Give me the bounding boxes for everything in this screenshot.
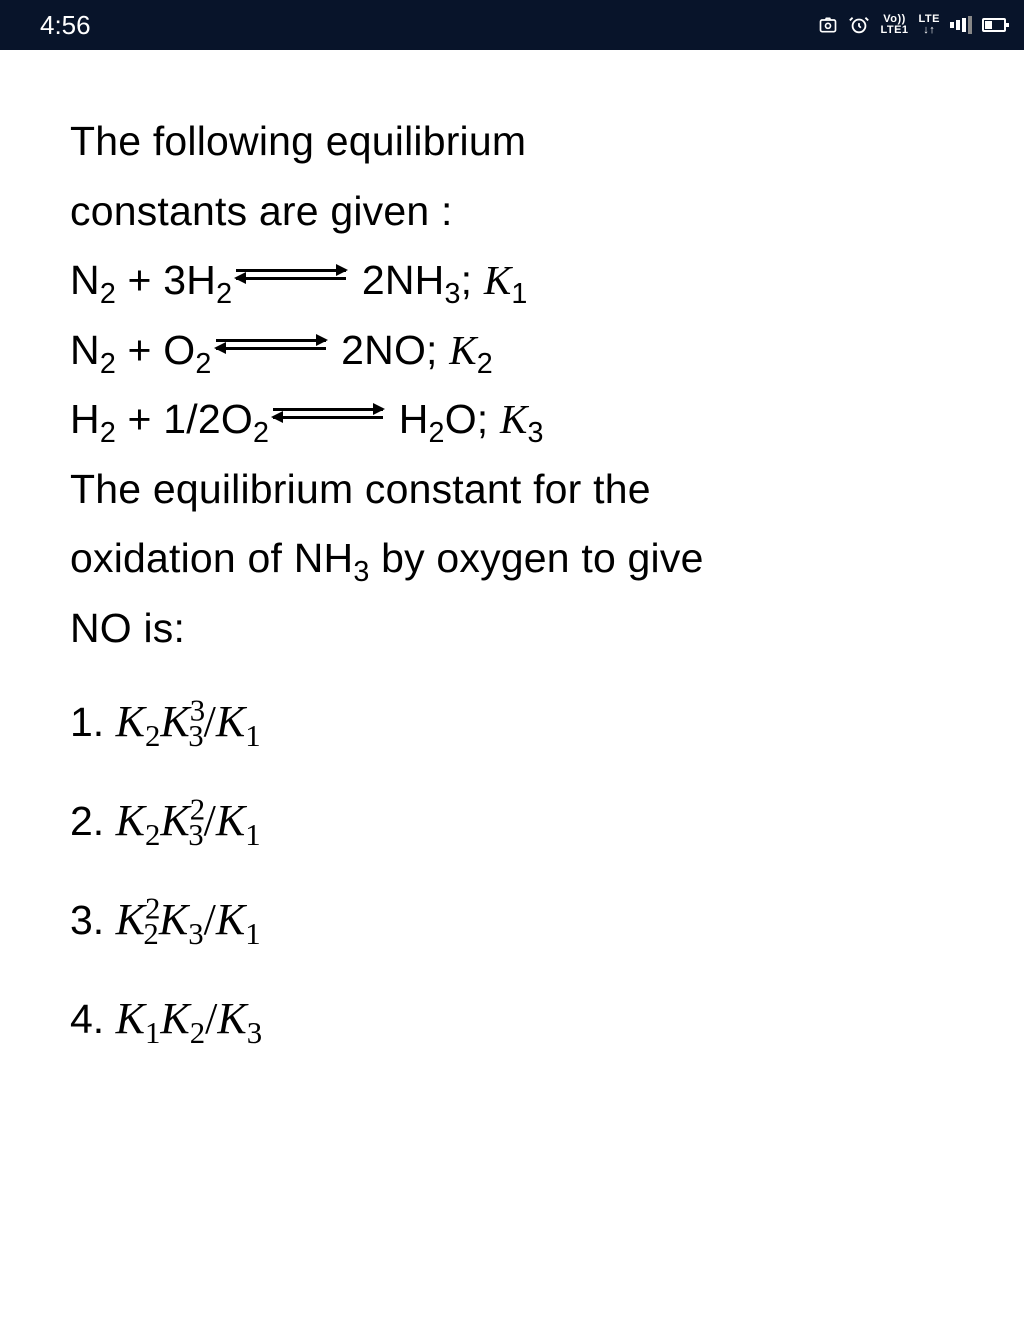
opt2-k3s: 3	[188, 818, 203, 852]
screenshot-icon	[818, 15, 838, 35]
eq2-o-sub: 2	[195, 348, 211, 380]
opt4-k1: K	[116, 994, 145, 1043]
opt2-k1: K	[216, 796, 245, 845]
equilibrium-arrow-icon	[236, 263, 346, 300]
alarm-icon	[848, 14, 870, 36]
ask-l2-sub: 3	[353, 556, 369, 588]
eq1-n: N	[70, 257, 100, 303]
equation-2: N2 + O2 2NO; K2	[70, 319, 964, 383]
intro-line-2: constants are given :	[70, 180, 964, 244]
opt4-slash: /	[205, 994, 217, 1043]
options-block: 1. K2K33/K1 2. K2K23/K1 3. K22K3/K1 4. K…	[70, 696, 964, 1044]
eq3-h: H	[70, 396, 100, 442]
eq1-h: + 3H	[116, 257, 216, 303]
eq1-k: K	[484, 257, 512, 303]
eq3-o-sub: 2	[253, 417, 269, 449]
opt2-slash: /	[204, 796, 216, 845]
option-3[interactable]: 3. K22K3/K1	[70, 894, 964, 945]
ask-line-2: oxidation of NH3 by oxygen to give	[70, 527, 964, 591]
opt1-k1: K	[216, 697, 245, 746]
eq3-k-sub: 3	[528, 417, 544, 449]
ask-l2-b: by oxygen to give	[369, 535, 703, 581]
ask-line-1: The equilibrium constant for the	[70, 458, 964, 522]
eq1-n-sub: 2	[100, 278, 116, 310]
opt2-k1s: 1	[245, 818, 260, 852]
eq3-h-sub: 2	[100, 417, 116, 449]
eq2-rhs: 2NO	[330, 327, 427, 373]
eq2-sep: ;	[426, 327, 449, 373]
opt1-k1s: 1	[245, 719, 260, 753]
opt4-num: 4.	[70, 996, 116, 1042]
opt3-k2: K	[116, 895, 145, 944]
opt4-k2s: 2	[190, 1016, 205, 1050]
opt2-num: 2.	[70, 798, 116, 844]
eq2-n: N	[70, 327, 100, 373]
ask-line-3: NO is:	[70, 597, 964, 661]
eq2-n-sub: 2	[100, 348, 116, 380]
status-right: Vo)) LTE1 LTE ↓↑	[818, 14, 1006, 36]
network-label-2: LTE ↓↑	[919, 14, 940, 36]
opt1-num: 1.	[70, 699, 116, 745]
option-2[interactable]: 2. K2K23/K1	[70, 795, 964, 846]
equation-3: H2 + 1/2O2 H2O; K3	[70, 388, 964, 452]
opt1-k3: K	[160, 697, 189, 746]
opt1-slash: /	[204, 697, 216, 746]
eq1-rhs: 2NH	[350, 257, 444, 303]
eq3-o: + 1/2O	[116, 396, 253, 442]
opt3-k3: K	[159, 895, 188, 944]
eq1-sep: ;	[461, 257, 484, 303]
question-content: The following equilibrium constants are …	[0, 50, 1024, 1044]
network-label-1: Vo)) LTE1	[880, 14, 908, 36]
opt4-k3: K	[217, 994, 246, 1043]
eq2-o: + O	[116, 327, 195, 373]
net-bot: LTE1	[880, 25, 908, 36]
ask-l2-a: oxidation of NH	[70, 535, 353, 581]
eq3-rhs-sub: 2	[429, 417, 445, 449]
equation-1: N2 + 3H2 2NH3; K1	[70, 249, 964, 313]
eq3-sep: ;	[477, 396, 500, 442]
eq2-k: K	[449, 327, 477, 373]
opt2-k3: K	[160, 796, 189, 845]
signal-bars-icon	[950, 15, 972, 35]
intro-line-1: The following equilibrium	[70, 110, 964, 174]
lte-arrows: ↓↑	[923, 25, 935, 36]
battery-icon	[982, 18, 1006, 32]
status-time: 4:56	[40, 10, 91, 41]
eq3-rhs-h: H	[387, 396, 428, 442]
eq1-h-sub: 2	[216, 278, 232, 310]
eq1-k-sub: 1	[511, 278, 527, 310]
option-1[interactable]: 1. K2K33/K1	[70, 696, 964, 747]
opt4-k1s: 1	[145, 1016, 160, 1050]
option-4[interactable]: 4. K1K2/K3	[70, 993, 964, 1044]
opt3-k3s: 3	[188, 917, 203, 951]
status-bar: 4:56 Vo)) LTE1 LTE ↓↑	[0, 0, 1024, 50]
equilibrium-arrow-icon	[216, 333, 326, 370]
opt1-k3s: 3	[188, 719, 203, 753]
eq2-k-sub: 2	[477, 348, 493, 380]
opt3-k2s: 2	[143, 917, 158, 951]
opt2-k2s: 2	[145, 818, 160, 852]
eq3-rhs-o: O	[445, 396, 477, 442]
eq3-k: K	[500, 396, 528, 442]
equilibrium-arrow-icon	[273, 402, 383, 439]
eq1-rhs-sub: 3	[444, 278, 460, 310]
opt3-k1s: 1	[245, 917, 260, 951]
opt3-num: 3.	[70, 897, 116, 943]
opt3-k1: K	[216, 895, 245, 944]
opt4-k3s: 3	[247, 1016, 262, 1050]
opt4-k2: K	[160, 994, 189, 1043]
opt2-k2: K	[116, 796, 145, 845]
opt1-k2: K	[116, 697, 145, 746]
opt1-k2s: 2	[145, 719, 160, 753]
opt3-slash: /	[204, 895, 216, 944]
